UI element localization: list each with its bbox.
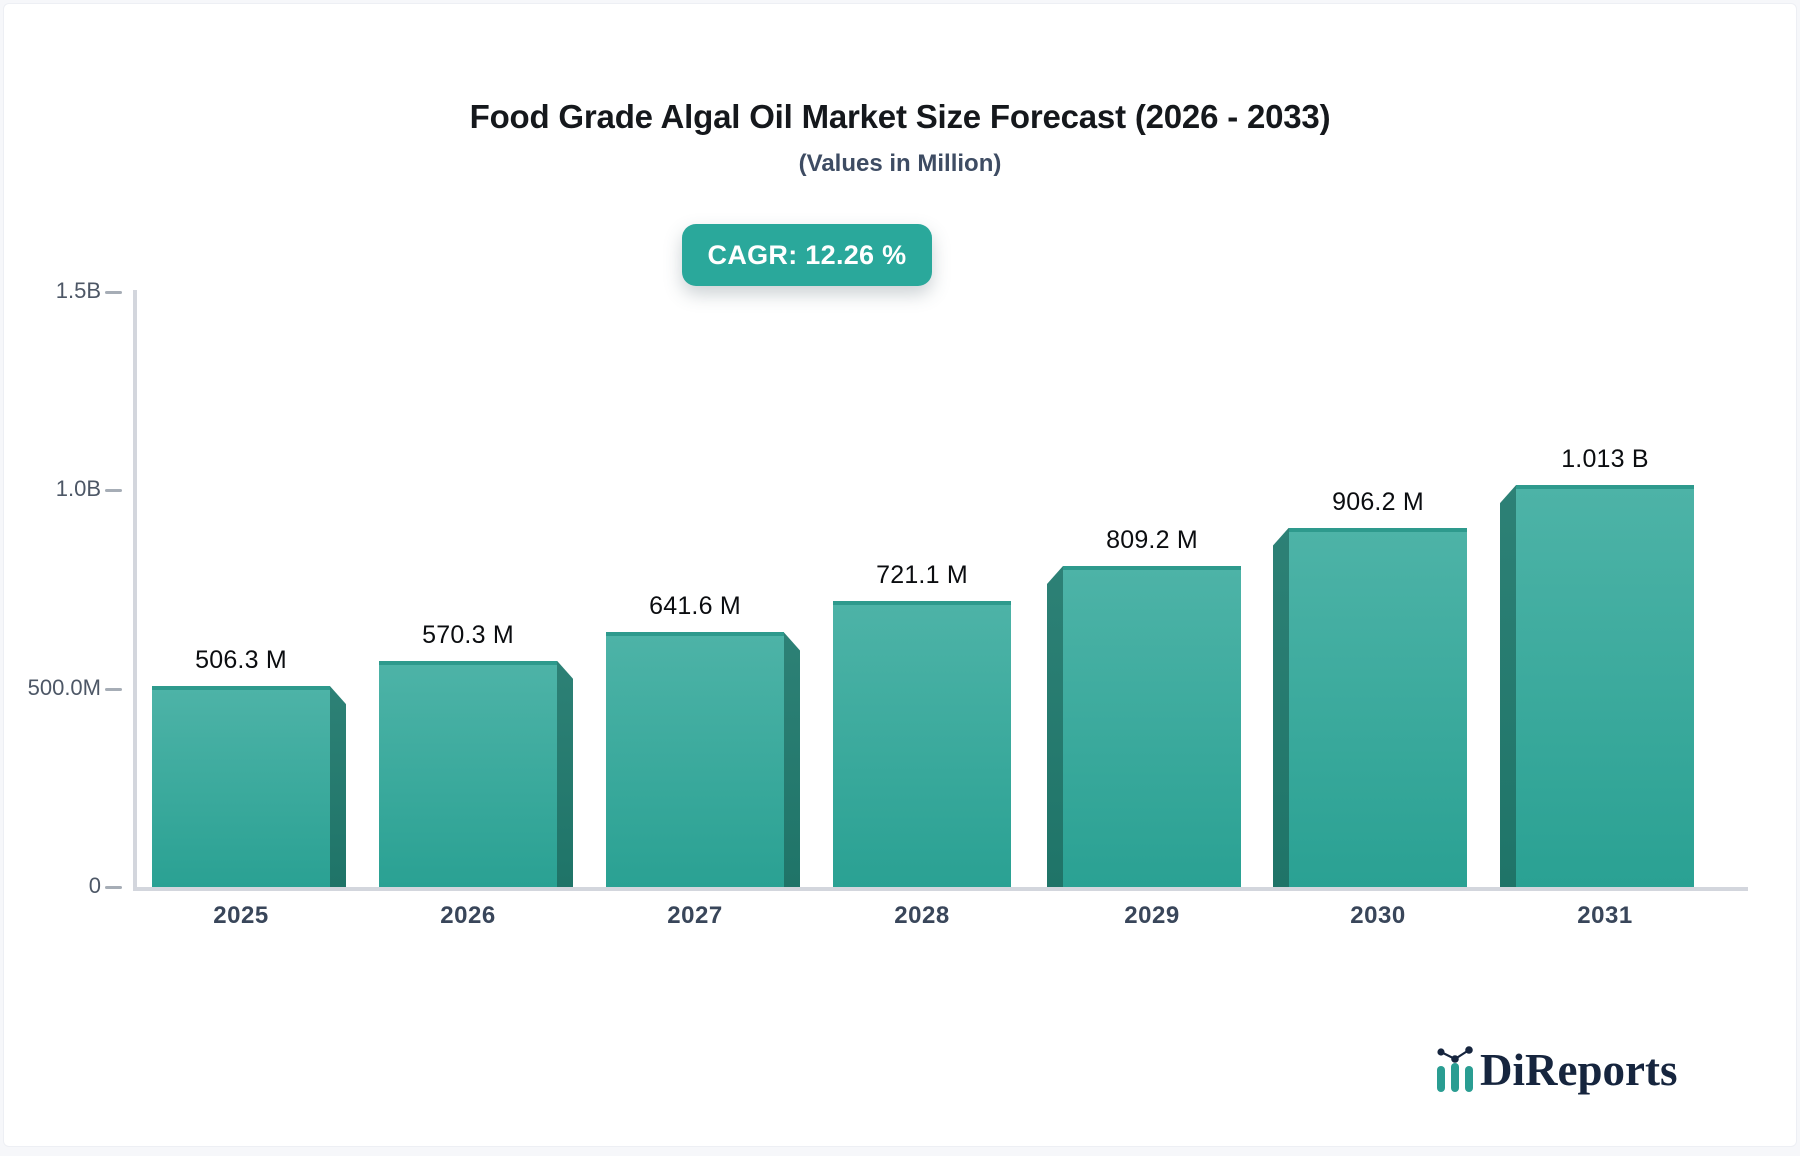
brand-logo: DiReports (1436, 1046, 1677, 1094)
bar-face (1516, 485, 1694, 887)
y-tick (105, 687, 122, 691)
x-category-label: 2026 (440, 902, 496, 929)
cagr-badge: CAGR: 12.26 % (682, 224, 932, 286)
bar-value-label: 721.1 M (876, 560, 968, 589)
chart-subtitle: (Values in Million) (798, 150, 1002, 177)
x-category-label: 2025 (213, 902, 269, 929)
chart-title: Food Grade Algal Oil Market Size Forecas… (469, 98, 1331, 135)
y-tick-label: 1.5B (55, 277, 101, 303)
x-category-label: 2029 (1124, 902, 1180, 929)
bar-face (1289, 527, 1467, 887)
x-category-label: 2028 (894, 902, 950, 929)
x-category-label: 2030 (1350, 902, 1406, 929)
x-category-label: 2031 (1577, 902, 1633, 929)
y-tick-label: 1.0B (55, 476, 101, 502)
x-category-label: 2027 (667, 902, 723, 929)
bar-side (784, 632, 800, 887)
x-axis-line (133, 887, 1748, 891)
bar-value-label: 570.3 M (422, 620, 514, 649)
bar-side (557, 660, 573, 887)
bar-side (1273, 527, 1289, 887)
bar-face (379, 660, 557, 887)
bar-side (1047, 565, 1063, 887)
chart-card: Food Grade Algal Oil Market Size Forecas… (3, 3, 1797, 1147)
y-axis-line (133, 289, 137, 891)
y-tick (105, 489, 122, 493)
bar-side (330, 686, 346, 887)
bar-side (1500, 485, 1516, 887)
bar-chart: 0 500.0M 1.0B 1.5B 506.3 M 2025 570.3 M 2026 641… (4, 4, 1796, 1146)
y-tick (105, 886, 122, 889)
bar-face (833, 600, 1011, 887)
brand-logo-text: DiReports (1480, 1045, 1678, 1095)
y-tick-label: 0 (88, 873, 101, 898)
bar-value-label: 641.6 M (649, 592, 741, 621)
bar-face (1063, 565, 1241, 887)
bar-face (606, 632, 784, 887)
bar-value-label: 1.013 B (1561, 445, 1649, 474)
bar-face (152, 686, 330, 887)
bar-value-label: 506.3 M (195, 646, 287, 675)
bar-value-label: 809.2 M (1106, 525, 1198, 554)
y-tick-label: 500.0M (27, 674, 101, 700)
y-tick (105, 290, 122, 294)
mini-bar-chart-logo-icon (1437, 1046, 1473, 1092)
bar-value-label: 906.2 M (1332, 487, 1424, 516)
